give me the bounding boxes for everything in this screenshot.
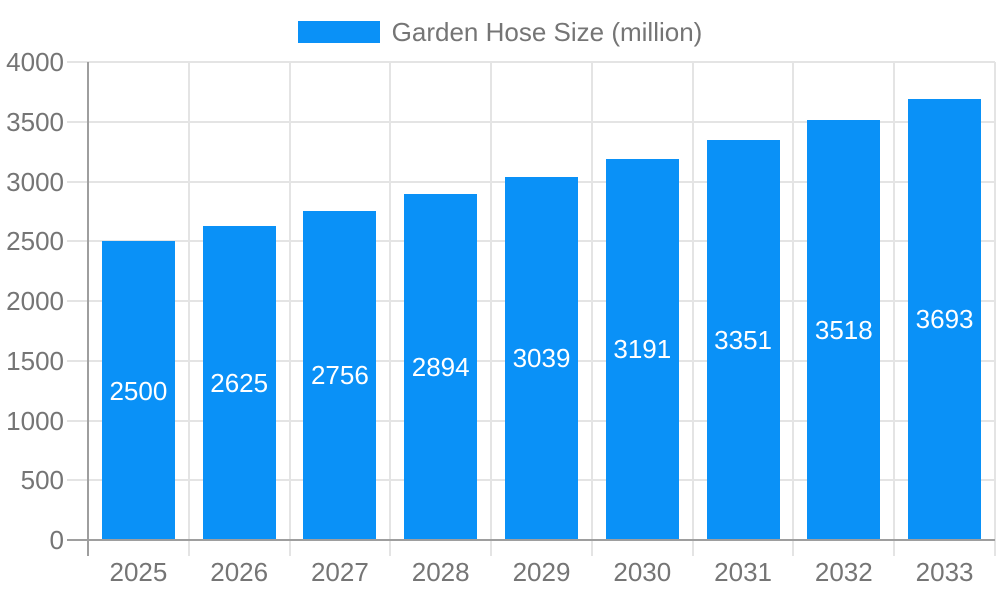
x-gridline (691, 62, 694, 556)
x-gridline (389, 62, 392, 556)
x-tick-label: 2031 (714, 557, 773, 587)
x-tick-label: 2030 (613, 557, 672, 587)
bar[interactable]: 2894 (404, 194, 478, 540)
bar-value-label: 2756 (310, 360, 369, 391)
x-axis-labels: 2025 2026 2027 2028 2029 2030 2031 2032 2033 (88, 556, 995, 592)
x-axis-line (67, 539, 995, 541)
y-axis-labels: 0 500 1000 1500 2000 2500 3000 3500 4000 (0, 47, 64, 555)
bar[interactable]: 2625 (202, 226, 276, 540)
y-tick-label: 3500 (6, 106, 64, 137)
y-tick-label: 1000 (6, 405, 64, 436)
bar-value-label: 3351 (714, 324, 773, 355)
legend-swatch-icon (297, 21, 380, 43)
x-tick-label: 2026 (210, 557, 269, 587)
bar[interactable]: 3351 (706, 139, 780, 540)
bar[interactable]: 2756 (303, 210, 377, 540)
bar[interactable]: 3039 (505, 176, 578, 540)
bar[interactable]: 2500 (101, 241, 175, 540)
y-tick-label: 4000 (6, 47, 64, 77)
x-gridline (893, 62, 896, 556)
x-gridline (187, 62, 190, 556)
x-tick-label: 2033 (915, 557, 974, 587)
x-tick-label: 2032 (814, 557, 873, 587)
x-gridline (994, 62, 996, 556)
bar-value-label: 3693 (915, 304, 974, 335)
x-tick-label: 2029 (512, 557, 571, 587)
legend[interactable]: Garden Hose Size (million) (0, 16, 1000, 48)
bar[interactable]: 3693 (908, 98, 982, 540)
x-tick-label: 2025 (109, 557, 168, 587)
y-tick-label: 2500 (6, 226, 64, 257)
bar-value-label: 3191 (613, 334, 672, 365)
y-axis-line (87, 62, 89, 556)
y-tick-label: 1500 (6, 345, 64, 376)
y-tick-label: 3000 (6, 166, 64, 197)
bar-value-label: 3039 (512, 343, 571, 374)
x-gridline (590, 62, 593, 556)
x-gridline (792, 62, 795, 556)
bar[interactable]: 3191 (605, 158, 679, 540)
bar-value-label: 2894 (411, 352, 470, 383)
x-gridline (288, 62, 291, 556)
y-tick-label: 500 (20, 465, 64, 496)
x-gridline (490, 62, 493, 556)
plot-area: 2500 2625 2756 2894 3039 3191 3351 3518 3693 (67, 61, 996, 556)
y-tick-label: 0 (49, 525, 64, 555)
bar-value-label: 2625 (210, 368, 269, 399)
x-tick-label: 2027 (310, 557, 369, 587)
y-gridline (67, 120, 995, 123)
y-gridline (67, 61, 995, 63)
legend-label: Garden Hose Size (million) (391, 16, 703, 47)
x-tick-label: 2028 (411, 557, 470, 587)
bar[interactable]: 3518 (807, 119, 881, 540)
bar-value-label: 3518 (814, 314, 873, 345)
y-tick-label: 2000 (6, 286, 64, 316)
bar-value-label: 2500 (109, 375, 168, 406)
